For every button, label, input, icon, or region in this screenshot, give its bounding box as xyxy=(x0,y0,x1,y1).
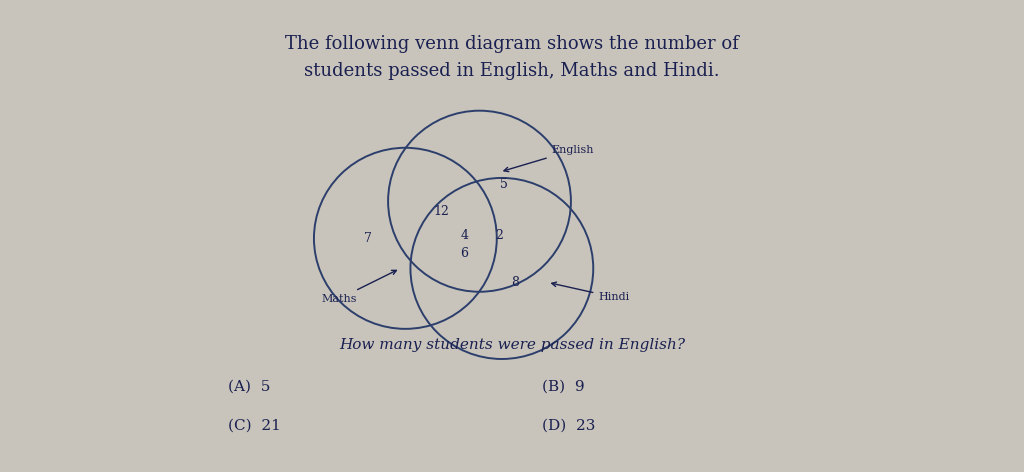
Text: Maths: Maths xyxy=(322,270,396,303)
Text: students passed in English, Maths and Hindi.: students passed in English, Maths and Hi… xyxy=(304,62,720,80)
Text: How many students were passed in English?: How many students were passed in English… xyxy=(339,338,685,352)
Text: (C)  21: (C) 21 xyxy=(227,419,281,433)
Text: 4: 4 xyxy=(460,228,468,242)
Text: 7: 7 xyxy=(364,232,372,245)
Text: 12: 12 xyxy=(433,205,449,218)
Text: The following venn diagram shows the number of: The following venn diagram shows the num… xyxy=(285,34,739,52)
Text: English: English xyxy=(504,145,594,172)
Text: (D)  23: (D) 23 xyxy=(543,419,596,433)
Text: (A)  5: (A) 5 xyxy=(227,379,270,394)
Text: 5: 5 xyxy=(500,177,508,191)
Text: 8: 8 xyxy=(511,276,519,289)
Text: 6: 6 xyxy=(460,247,468,260)
Text: (B)  9: (B) 9 xyxy=(543,379,585,394)
Text: 2: 2 xyxy=(495,228,503,242)
Text: Hindi: Hindi xyxy=(552,282,630,302)
